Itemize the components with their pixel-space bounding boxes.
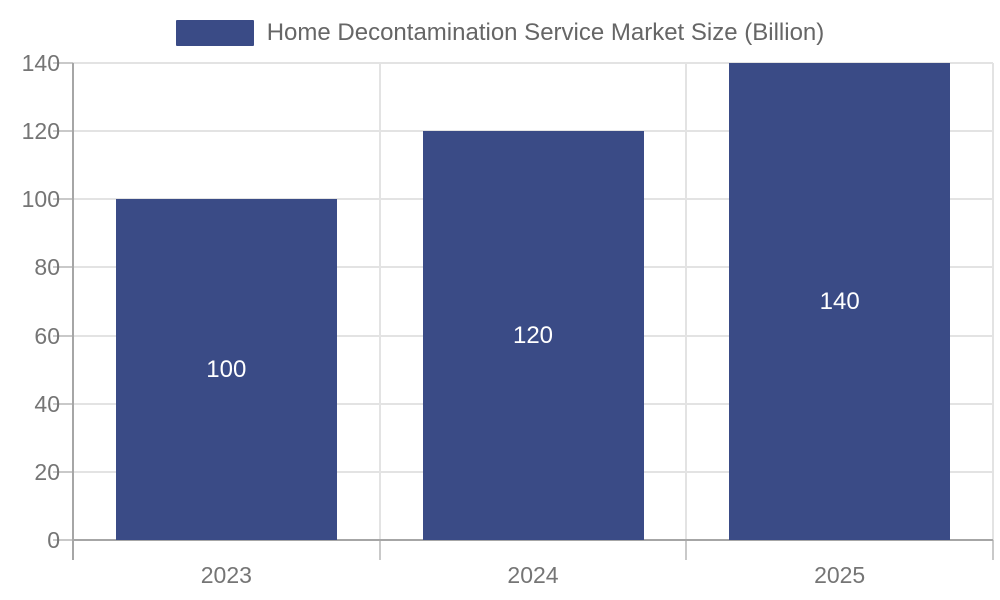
y-axis-tick [53,539,73,541]
legend-label: Home Decontamination Service Market Size… [266,19,825,46]
y-axis-tick [53,62,73,64]
legend-swatch [175,20,254,46]
bar-2024[interactable] [422,131,644,540]
y-axis-tick-label: 100 [21,186,60,213]
y-axis-tick [53,266,73,269]
y-axis-tick [53,198,73,201]
x-axis-tick-label: 2024 [507,562,559,588]
gridline-horizontal [73,62,993,64]
y-axis-tick [53,130,73,133]
gridline-vertical [378,63,381,540]
y-axis-tick [53,470,73,473]
x-axis-tick [378,540,381,560]
bar-2025[interactable] [729,63,951,540]
bar-value-label: 140 [819,287,860,315]
bar-2023[interactable] [115,199,337,540]
y-axis-line [72,63,74,560]
y-axis-tick-label: 20 [34,458,60,485]
y-axis-tick-label: 0 [47,527,60,553]
y-axis-tick-label: 140 [21,50,60,76]
x-axis-tick [992,540,994,560]
gridline-vertical [992,63,994,540]
y-axis-tick-label: 40 [34,390,60,417]
x-axis-tick-label: 2023 [200,562,252,588]
x-axis-line [73,539,993,541]
y-axis-tick-label: 80 [34,254,60,281]
bar-value-label: 120 [512,321,554,349]
y-axis-tick [53,334,73,337]
bar-value-label: 100 [206,355,247,383]
y-axis-tick [53,402,73,405]
x-axis-tick-label: 2025 [814,562,866,588]
y-axis-tick-label: 120 [21,118,60,145]
y-axis-tick-label: 60 [34,322,60,349]
legend-item[interactable]: Home Decontamination Service Market Size… [0,16,1000,50]
x-axis-tick [685,540,688,560]
gridline-vertical [685,63,688,540]
